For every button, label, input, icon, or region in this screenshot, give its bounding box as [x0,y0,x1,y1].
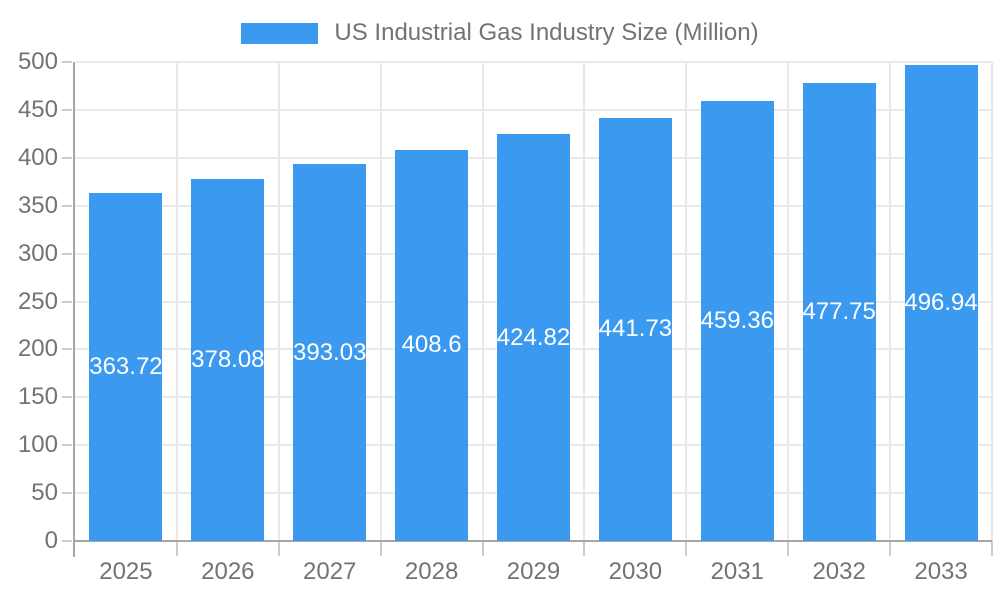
x-tick-mark [889,541,892,556]
bar[interactable] [700,100,774,541]
y-tick-mark [62,396,72,399]
gridline-h [75,108,992,111]
legend[interactable]: US Industrial Gas Industry Size (Million… [0,20,1000,46]
x-tick-label: 2025 [99,558,153,585]
x-tick-mark [277,541,280,556]
bar[interactable] [89,192,163,541]
gridline-v [991,62,993,541]
x-tick-label: 2031 [710,558,764,585]
x-tick-label: 2029 [506,558,561,585]
bar-value-label: 424.82 [496,323,571,351]
y-tick-mark [62,108,72,111]
bar[interactable] [497,134,570,541]
y-tick-label: 0 [44,527,58,554]
gridline-v [889,62,892,541]
y-tick-mark [62,492,72,495]
bar-value-label: 378.08 [191,345,265,373]
y-tick-label: 50 [31,479,58,507]
y-tick-label: 150 [17,383,58,411]
bar[interactable] [802,83,876,541]
legend-swatch [241,22,319,44]
gridline-v [787,62,790,541]
y-tick-mark [62,204,72,207]
y-tick-label: 450 [17,95,58,123]
bar-value-label: 496.94 [904,288,978,316]
x-tick-mark [991,541,993,556]
x-axis-line [75,540,992,542]
x-tick-label: 2027 [303,558,357,585]
gridline-v [583,62,586,541]
x-tick-mark [481,541,484,556]
bar-value-label: 441.73 [598,315,673,343]
x-tick-label: 2028 [404,558,459,585]
y-tick-label: 500 [17,48,58,75]
y-tick-mark [62,540,72,542]
gridline-v [481,62,484,541]
x-tick-label: 2030 [608,558,663,585]
x-tick-mark [685,541,688,556]
y-tick-mark [62,252,72,255]
legend-label: US Industrial Gas Industry Size (Million… [334,19,759,46]
y-tick-label: 250 [17,287,58,315]
y-tick-mark [62,61,72,63]
x-tick-label: 2033 [914,558,968,585]
x-tick-label: 2032 [812,558,866,585]
gridline-h [75,61,992,63]
gridline-v [277,62,280,541]
y-tick-label: 100 [17,431,58,459]
x-tick-mark [379,541,382,556]
bar[interactable] [191,178,265,541]
bar-value-label: 477.75 [802,298,876,326]
gridline-v [379,62,382,541]
bar[interactable] [598,117,672,541]
y-tick-label: 400 [17,143,58,171]
gridline-v [685,62,688,541]
y-tick-label: 200 [17,335,58,363]
y-tick-label: 350 [17,191,58,219]
x-tick-mark [787,541,790,556]
bar-value-label: 363.72 [89,352,163,380]
y-tick-mark [62,156,72,159]
x-tick-label: 2026 [201,558,255,585]
x-tick-mark [175,541,178,556]
bar-value-label: 408.6 [401,331,462,359]
bar[interactable] [293,164,367,541]
gridline-v [175,62,178,541]
bar[interactable] [395,149,469,541]
y-tick-label: 300 [17,239,58,267]
y-tick-mark [62,348,72,351]
bar-value-label: 459.36 [700,306,774,334]
bar-value-label: 393.03 [293,338,367,366]
x-tick-mark [583,541,586,556]
y-axis-line [73,62,75,557]
y-tick-mark [62,300,72,303]
bar[interactable] [904,64,978,541]
y-tick-mark [62,444,72,447]
